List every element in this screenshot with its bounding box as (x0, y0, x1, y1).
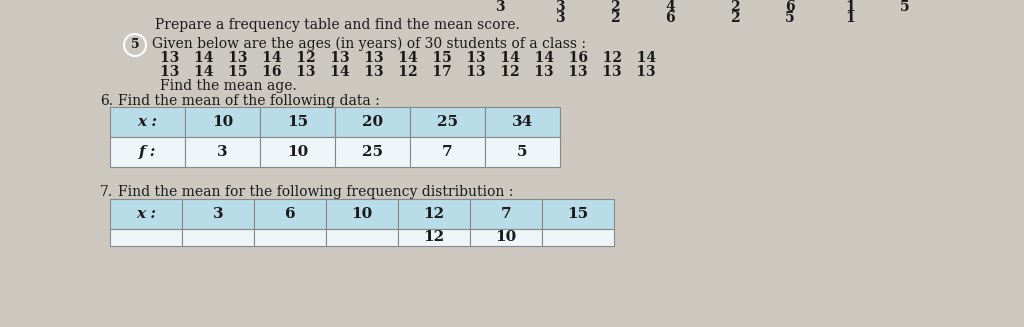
Text: 5: 5 (131, 39, 139, 51)
Text: 2: 2 (730, 11, 739, 25)
FancyBboxPatch shape (398, 229, 470, 246)
Text: 6.: 6. (100, 94, 113, 108)
FancyBboxPatch shape (254, 199, 326, 229)
Text: 2: 2 (610, 0, 620, 14)
Text: 10: 10 (351, 207, 373, 221)
FancyBboxPatch shape (470, 199, 542, 229)
Text: 10: 10 (212, 115, 233, 129)
Text: 15: 15 (567, 207, 589, 221)
Text: 5: 5 (900, 0, 909, 14)
Text: x :: x : (136, 207, 156, 221)
Text: 5: 5 (517, 145, 527, 159)
Text: Given below are the ages (in years) of 30 students of a class :: Given below are the ages (in years) of 3… (152, 37, 586, 51)
FancyBboxPatch shape (398, 199, 470, 229)
Text: 25: 25 (362, 145, 383, 159)
Text: 3: 3 (555, 0, 565, 14)
FancyBboxPatch shape (185, 137, 260, 167)
Text: 20: 20 (361, 115, 383, 129)
Text: 12: 12 (424, 230, 444, 244)
FancyBboxPatch shape (260, 137, 335, 167)
Text: 13   14   13   14   12   13   13   14   15   13   14   14   16   12   14: 13 14 13 14 12 13 13 14 15 13 14 14 16 1… (160, 51, 656, 65)
FancyBboxPatch shape (182, 229, 254, 246)
Text: 5: 5 (785, 11, 795, 25)
Text: 12: 12 (424, 207, 444, 221)
FancyBboxPatch shape (254, 229, 326, 246)
Text: 3: 3 (217, 145, 227, 159)
Text: 2: 2 (730, 0, 739, 14)
FancyBboxPatch shape (260, 107, 335, 137)
Text: 6: 6 (285, 207, 295, 221)
FancyBboxPatch shape (335, 137, 410, 167)
FancyBboxPatch shape (542, 229, 614, 246)
Text: f :: f : (139, 145, 157, 159)
Text: 3: 3 (213, 207, 223, 221)
FancyBboxPatch shape (335, 107, 410, 137)
Text: 6: 6 (785, 0, 795, 14)
Text: 3: 3 (555, 11, 565, 25)
FancyBboxPatch shape (110, 137, 185, 167)
Text: 10: 10 (287, 145, 308, 159)
Text: 6: 6 (666, 11, 675, 25)
FancyBboxPatch shape (185, 107, 260, 137)
Text: 7: 7 (501, 207, 511, 221)
Text: 13   14   15   16   13   14   13   12   17   13   12   13   13   13   13: 13 14 15 16 13 14 13 12 17 13 12 13 13 1… (160, 65, 655, 79)
FancyBboxPatch shape (410, 137, 485, 167)
Text: x :: x : (137, 115, 158, 129)
FancyBboxPatch shape (485, 137, 560, 167)
FancyBboxPatch shape (110, 229, 182, 246)
Text: Find the mean of the following data :: Find the mean of the following data : (118, 94, 380, 108)
FancyBboxPatch shape (410, 107, 485, 137)
FancyBboxPatch shape (542, 199, 614, 229)
Text: 7: 7 (442, 145, 453, 159)
Text: 34: 34 (512, 115, 534, 129)
Text: Find the mean age.: Find the mean age. (160, 79, 297, 93)
FancyBboxPatch shape (110, 107, 185, 137)
FancyBboxPatch shape (326, 199, 398, 229)
FancyBboxPatch shape (182, 199, 254, 229)
Text: 3: 3 (496, 0, 505, 14)
FancyBboxPatch shape (326, 229, 398, 246)
Text: 2: 2 (610, 11, 620, 25)
Text: 4: 4 (666, 0, 675, 14)
Text: 7.: 7. (100, 185, 113, 199)
Text: 25: 25 (437, 115, 458, 129)
Text: Find the mean for the following frequency distribution :: Find the mean for the following frequenc… (118, 185, 513, 199)
FancyBboxPatch shape (110, 199, 182, 229)
Text: 15: 15 (287, 115, 308, 129)
Text: 1: 1 (845, 0, 855, 14)
Text: Prepare a frequency table and find the mean score.: Prepare a frequency table and find the m… (155, 18, 520, 32)
Text: 10: 10 (496, 230, 517, 244)
Text: 1: 1 (845, 11, 855, 25)
FancyBboxPatch shape (485, 107, 560, 137)
FancyBboxPatch shape (470, 229, 542, 246)
